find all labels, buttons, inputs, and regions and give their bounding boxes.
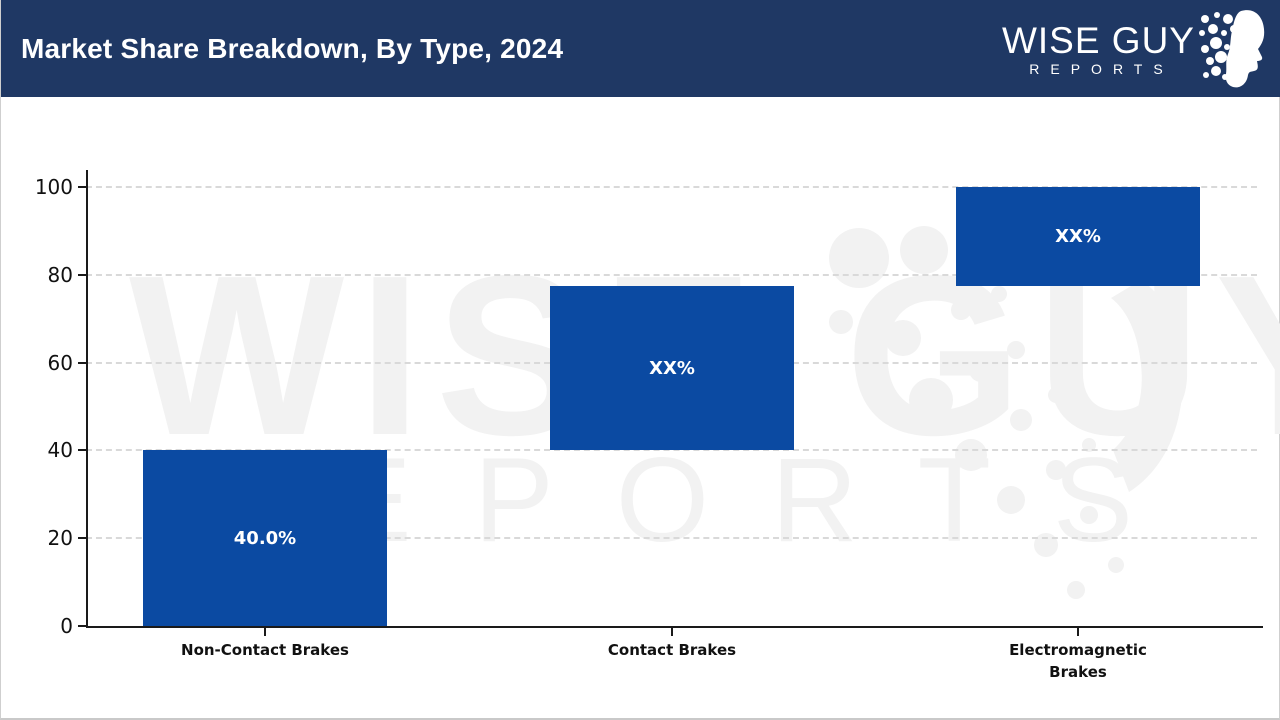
header-bar: Market Share Breakdown, By Type, 2024 WI… bbox=[1, 0, 1280, 97]
x-axis-tick bbox=[264, 628, 266, 636]
x-axis-label: Non-Contact Brakes bbox=[181, 641, 349, 659]
bar-value-label: 40.0% bbox=[233, 527, 297, 549]
y-axis-tick bbox=[78, 361, 86, 364]
brand-name: WISE GUY bbox=[1001, 19, 1195, 61]
y-axis-label: 40 bbox=[47, 438, 73, 463]
y-axis-label: 80 bbox=[47, 262, 73, 287]
bar-segment: 40.0% bbox=[143, 450, 387, 626]
page-title: Market Share Breakdown, By Type, 2024 bbox=[21, 32, 564, 64]
y-axis-label: 20 bbox=[47, 526, 73, 551]
y-axis-tick bbox=[78, 537, 86, 540]
y-axis-label: 100 bbox=[34, 175, 73, 199]
y-axis-tick bbox=[78, 273, 86, 276]
y-gridline bbox=[86, 449, 1257, 452]
x-axis-line bbox=[86, 626, 1263, 628]
y-axis-tick bbox=[78, 625, 86, 627]
x-axis-tick bbox=[1077, 628, 1079, 636]
bar-segment: XX% bbox=[550, 285, 794, 451]
brand-subtitle: REPORTS bbox=[1029, 60, 1174, 77]
brand-logo: WISE GUY REPORTS bbox=[1002, 7, 1267, 91]
y-axis-tick bbox=[78, 449, 86, 452]
bar-value-label: XX% bbox=[649, 357, 695, 379]
brand-logo-text: WISE GUY REPORTS bbox=[1002, 22, 1195, 76]
x-axis-label: Electromagnetic Brakes bbox=[1009, 641, 1147, 681]
y-axis-label: 0 bbox=[60, 614, 73, 638]
y-gridline bbox=[86, 537, 1257, 540]
x-axis-tick bbox=[671, 628, 673, 636]
y-gridline bbox=[86, 273, 1257, 276]
y-axis-tick bbox=[78, 186, 86, 188]
y-axis-line bbox=[86, 170, 88, 628]
bar-segment: XX% bbox=[956, 187, 1200, 286]
y-gridline bbox=[86, 186, 1257, 188]
y-axis-label: 60 bbox=[47, 350, 73, 375]
x-axis-label: Contact Brakes bbox=[607, 641, 737, 659]
dotted-head-profile-icon bbox=[1199, 9, 1265, 87]
bar-value-label: XX% bbox=[1055, 225, 1101, 247]
